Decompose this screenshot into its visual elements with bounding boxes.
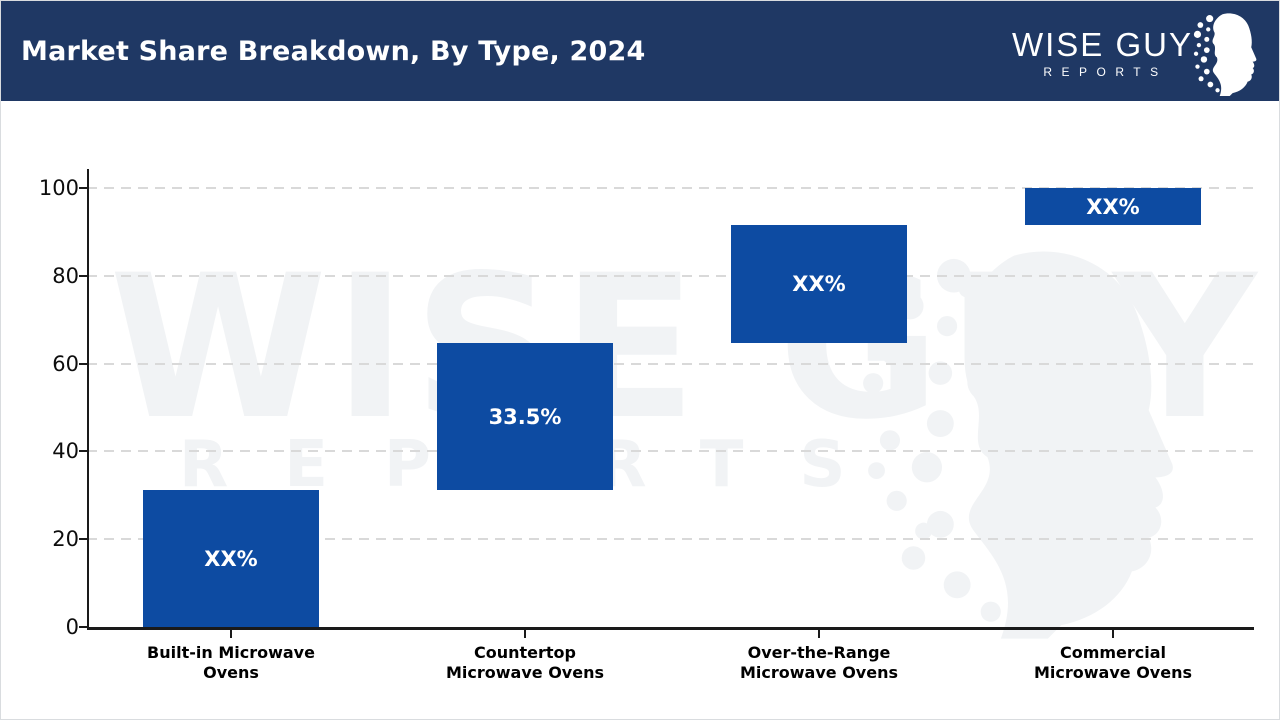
y-tick-40 <box>79 450 87 453</box>
bar-segment: XX% <box>731 225 907 344</box>
x-category-label-line: Microwave Ovens <box>1034 663 1192 683</box>
x-category-label-line: Microwave Ovens <box>740 663 898 683</box>
gridline-y-20 <box>87 538 1254 541</box>
y-tick-60 <box>79 362 87 365</box>
header-bar: Market Share Breakdown, By Type, 2024 WI… <box>1 1 1279 101</box>
x-category-label-line: Ovens <box>203 663 259 683</box>
face-profile-icon <box>1193 13 1257 96</box>
y-tick-label-20: 20 <box>52 527 79 552</box>
y-tick-80 <box>79 274 87 277</box>
x-category-label: Over-the-Range Microwave Ovens <box>674 643 964 684</box>
y-tick-label-60: 60 <box>52 351 79 376</box>
bar-value-label: XX% <box>1086 194 1140 219</box>
logo-name: WISE GUY <box>1011 25 1193 63</box>
logo-text: WISE GUY REPORTS <box>1012 28 1193 79</box>
watermark-wordmark: WISE GUY <box>109 232 1263 463</box>
logo-subtitle: REPORTS <box>1043 64 1168 79</box>
bar-segment: 33.5% <box>437 343 613 491</box>
bar-value-label: 33.5% <box>488 404 562 429</box>
wise-guy-logo: WISE GUY REPORTS <box>1012 10 1261 96</box>
y-tick-label-0: 0 <box>65 615 79 639</box>
y-axis <box>87 169 89 630</box>
x-category-label-line: Over-the-Range <box>747 643 891 662</box>
y-tick-label-80: 80 <box>52 263 79 288</box>
x-tick <box>818 630 820 638</box>
x-category-label-line: Microwave Ovens <box>446 663 604 683</box>
y-tick-0 <box>79 626 87 628</box>
x-tick <box>524 630 526 638</box>
x-category-label-line: Commercial <box>1059 643 1167 662</box>
bar-segment: XX% <box>143 490 319 627</box>
gridline-y-100 <box>87 187 1254 189</box>
page-title: Market Share Breakdown, By Type, 2024 <box>21 35 646 67</box>
x-category-label: Built-in Microwave Ovens <box>86 643 376 684</box>
y-tick-label-100: 100 <box>38 176 79 200</box>
bar-value-label: XX% <box>204 546 258 571</box>
y-tick-100 <box>79 187 87 189</box>
gridline-y-60 <box>87 362 1254 365</box>
x-category-label-line: Built-in Microwave <box>147 643 315 662</box>
x-tick <box>230 630 232 638</box>
x-axis <box>87 627 1254 630</box>
y-tick-label-40: 40 <box>52 439 79 464</box>
gridline-y-40 <box>87 450 1254 453</box>
gridline-y-80 <box>87 274 1254 277</box>
plot-area: WISE GUY REPORTS 020406080100XX%Built-in… <box>1 101 1279 719</box>
x-category-label-line: Countertop <box>474 643 576 662</box>
y-tick-20 <box>79 538 87 541</box>
x-tick <box>1112 630 1114 638</box>
bar-segment: XX% <box>1025 188 1201 226</box>
x-category-label: Commercial Microwave Ovens <box>968 643 1258 684</box>
bar-value-label: XX% <box>792 272 846 297</box>
x-category-label: Countertop Microwave Ovens <box>380 643 670 684</box>
